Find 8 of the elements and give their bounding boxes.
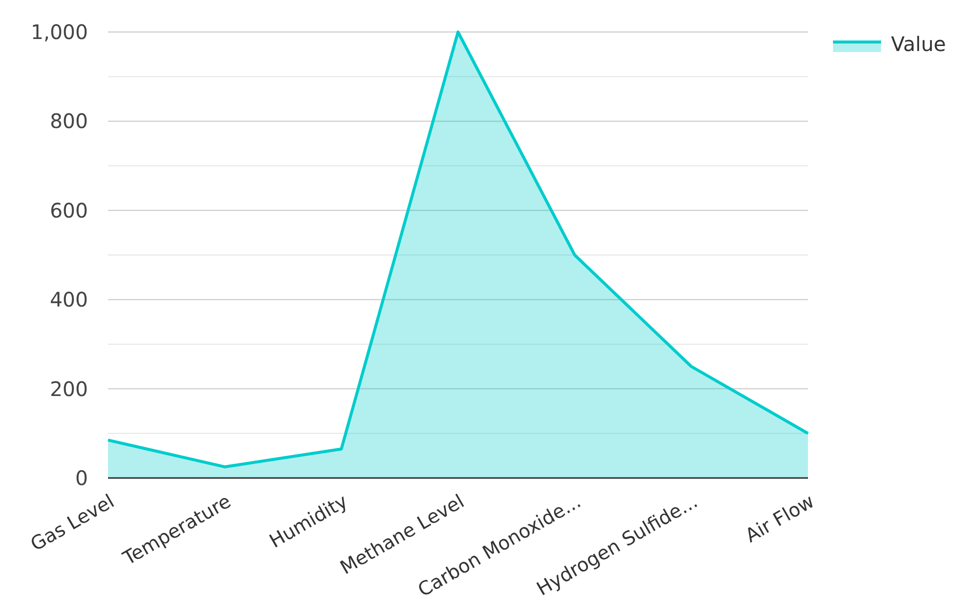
y-tick-label: 600 <box>50 198 88 222</box>
y-tick-label: 400 <box>50 288 88 312</box>
y-tick-label: 200 <box>50 376 88 401</box>
y-tick-label: 1,000 <box>30 20 88 44</box>
x-tick-label: Air Flow <box>742 490 818 548</box>
y-tick-label: 0 <box>75 466 88 490</box>
y-tick-label: 800 <box>50 109 88 134</box>
legend-label: Value <box>891 32 946 56</box>
